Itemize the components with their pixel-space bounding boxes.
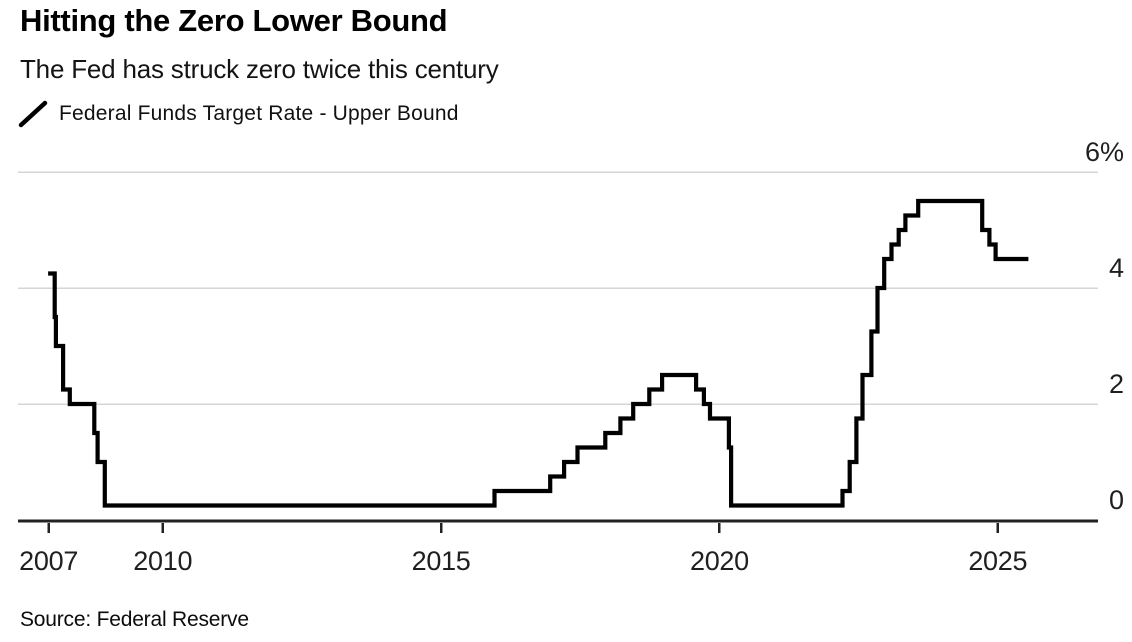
diagonal-line-swatch-icon — [18, 99, 48, 129]
y-tick-label: 2 — [1109, 369, 1124, 399]
x-tick-label: 2020 — [690, 546, 749, 576]
y-tick-label: 4 — [1109, 253, 1124, 283]
x-tick-label: 2025 — [968, 546, 1027, 576]
x-axis-ticks: 2007 2010 2015 2020 2025 — [19, 523, 1028, 576]
chart-subtitle: The Fed has struck zero twice this centu… — [20, 54, 499, 84]
x-tick-label: 2010 — [133, 546, 192, 576]
x-tick-label: 2015 — [412, 546, 471, 576]
source-note: Source: Federal Reserve — [20, 608, 249, 631]
y-tick-label: 6% — [1085, 137, 1124, 167]
x-tick-label: 2007 — [19, 546, 78, 576]
series-line-fed-funds-upper-bound — [48, 198, 1029, 508]
gridlines — [18, 171, 1098, 405]
y-axis-labels: 0 2 4 6% — [1085, 137, 1124, 515]
chart-title: Hitting the Zero Lower Bound — [20, 3, 448, 38]
legend: Federal Funds Target Rate - Upper Bound — [18, 99, 459, 129]
legend-label: Federal Funds Target Rate - Upper Bound — [59, 102, 459, 125]
y-tick-label: 0 — [1109, 485, 1124, 515]
